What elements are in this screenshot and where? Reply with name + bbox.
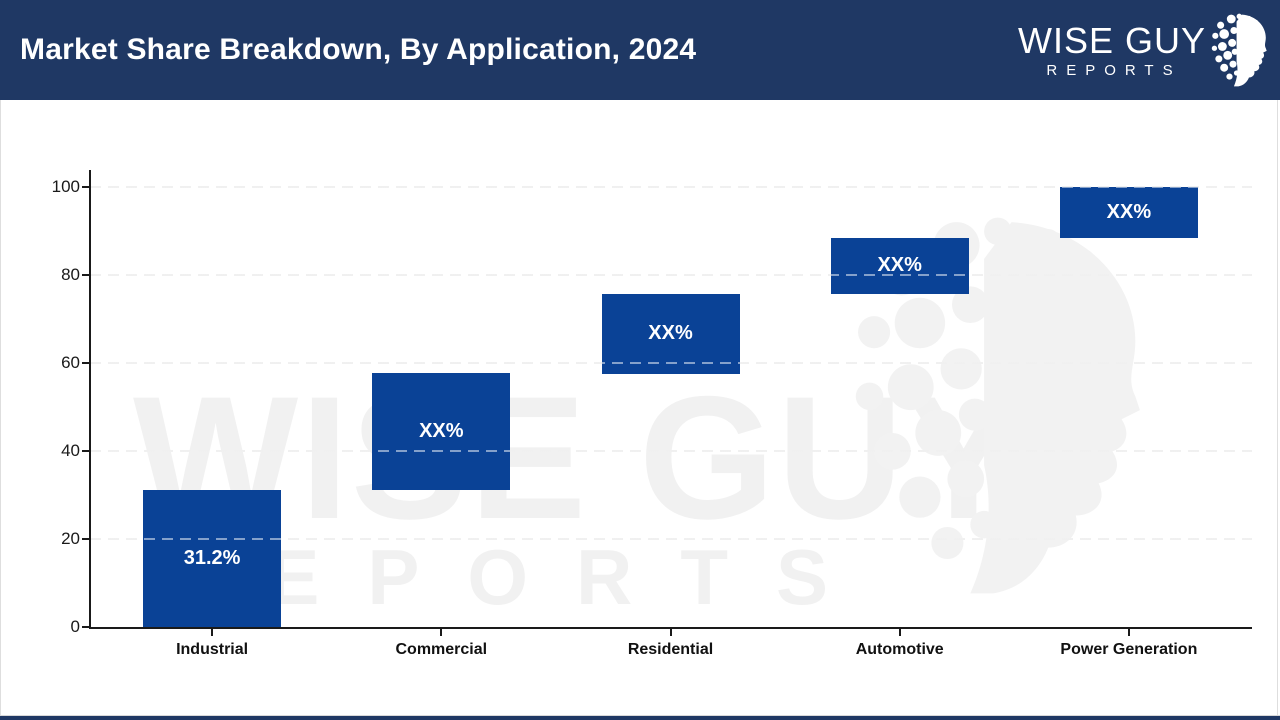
brand-name: WISE GUY (1017, 19, 1206, 61)
gridline-overlay (90, 362, 1252, 364)
x-label-industrial: Industrial (176, 641, 249, 658)
y-axis-line (89, 170, 91, 629)
y-tick-label: 80 (61, 265, 80, 284)
bar-power-generation: XX% (1059, 187, 1198, 238)
bar-value-label: 31.2% (183, 546, 241, 569)
x-label-commercial: Commercial (395, 641, 488, 658)
x-tick-mark (669, 628, 672, 636)
bar-industrial: 31.2% (143, 489, 282, 627)
bar-automotive: XX% (830, 237, 969, 294)
brand-logo: WISE GUY REPORTS (1018, 0, 1272, 100)
y-tick-mark (82, 538, 90, 540)
bar-value-label: XX% (648, 322, 693, 345)
x-tick-mark (898, 628, 901, 636)
x-label-automotive: Automotive (855, 641, 944, 658)
gridline-overlay (90, 538, 1252, 540)
x-axis-line (89, 627, 1252, 629)
bar-residential: XX% (601, 293, 740, 374)
brand-logo-text: WISE GUY REPORTS (1017, 19, 1206, 79)
y-tick-label: 60 (61, 353, 80, 372)
page-title: Market Share Breakdown, By Application, … (20, 33, 697, 66)
y-tick-label: 100 (51, 177, 80, 196)
bar-value-label: XX% (419, 419, 464, 442)
y-tick-label: 20 (61, 529, 80, 548)
footer-bar (0, 716, 1280, 720)
x-label-power-generation: Power Generation (1060, 641, 1198, 658)
y-tick-mark (82, 626, 90, 628)
bar-value-label: XX% (1106, 200, 1152, 223)
x-tick-mark (1127, 628, 1130, 636)
brand-subtitle: REPORTS (1046, 61, 1182, 79)
y-tick-mark (82, 186, 90, 188)
y-tick-mark (82, 274, 90, 276)
x-tick-mark (211, 628, 214, 636)
y-tick-mark (82, 362, 90, 364)
header-bar: Market Share Breakdown, By Application, … (0, 0, 1280, 100)
y-tick-mark (82, 450, 90, 452)
bar-value-label: XX% (877, 254, 922, 277)
x-label-residential: Residential (627, 641, 714, 658)
y-tick-label: 40 (61, 441, 80, 460)
gridline-overlay (90, 186, 1252, 188)
footer-divider (0, 715, 1280, 716)
y-tick-label: 0 (70, 617, 80, 636)
brand-head-icon (1211, 13, 1267, 87)
gridline-overlay (90, 450, 1252, 452)
gridline-overlay (90, 274, 1252, 276)
bar-commercial: XX% (372, 373, 511, 490)
x-tick-mark (440, 628, 443, 636)
